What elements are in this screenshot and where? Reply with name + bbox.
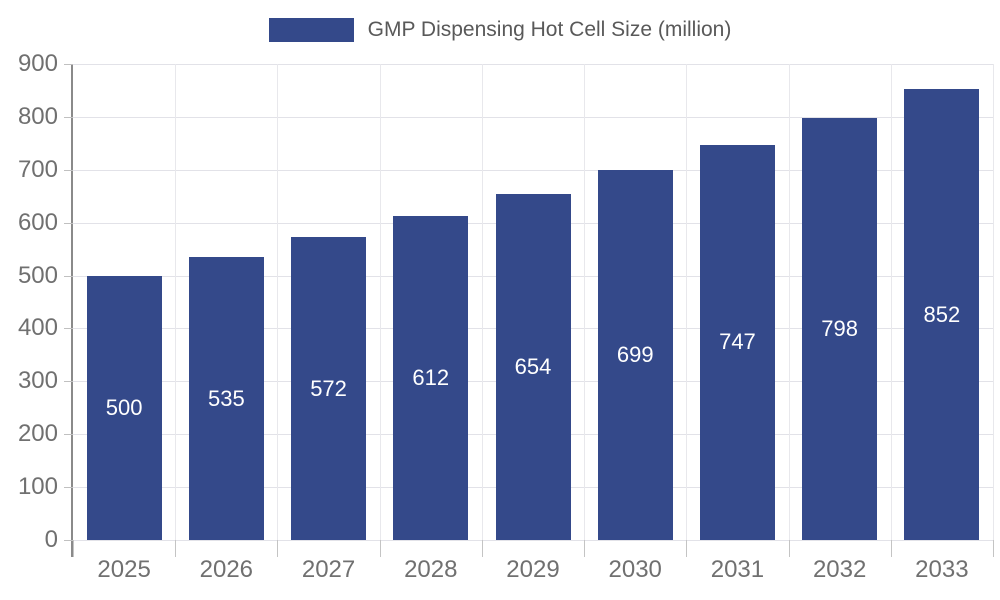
v-gridline bbox=[175, 64, 177, 540]
v-gridline bbox=[788, 64, 790, 540]
bar-2027[interactable]: 572 bbox=[291, 237, 367, 540]
bar-value-label: 612 bbox=[412, 365, 450, 391]
bar-2031[interactable]: 747 bbox=[699, 144, 775, 540]
v-gridline bbox=[890, 64, 892, 540]
y-tick-mark bbox=[64, 169, 73, 171]
x-tick-mark bbox=[788, 540, 790, 557]
h-gridline bbox=[73, 540, 993, 541]
x-tick-mark bbox=[890, 540, 892, 557]
y-tick-mark bbox=[64, 275, 73, 277]
x-tick-mark bbox=[277, 540, 279, 557]
y-tick-label: 400 bbox=[17, 314, 58, 342]
bar-2030[interactable]: 699 bbox=[597, 170, 673, 540]
v-gridline bbox=[277, 64, 279, 540]
bar-2033[interactable]: 852 bbox=[904, 89, 980, 540]
v-gridline bbox=[379, 64, 381, 540]
bar-2026[interactable]: 535 bbox=[188, 257, 264, 540]
x-tick-mark bbox=[584, 540, 586, 557]
x-tick-label: 2028 bbox=[404, 556, 458, 583]
bar-value-label: 699 bbox=[616, 342, 654, 368]
y-tick-label: 0 bbox=[44, 526, 58, 553]
y-axis-line bbox=[71, 64, 73, 557]
bar-value-label: 572 bbox=[310, 375, 347, 401]
x-tick-mark bbox=[993, 540, 994, 557]
y-tick-mark bbox=[64, 222, 73, 224]
y-tick-mark bbox=[64, 64, 73, 65]
v-gridline bbox=[993, 64, 994, 540]
x-tick-label: 2030 bbox=[608, 556, 662, 583]
y-tick-mark bbox=[64, 487, 73, 489]
bar-value-label: 535 bbox=[207, 385, 245, 411]
y-tick-mark bbox=[64, 328, 73, 330]
y-tick-label: 300 bbox=[17, 367, 58, 395]
y-tick-label: 800 bbox=[17, 102, 58, 130]
x-tick-label: 2033 bbox=[915, 556, 969, 583]
bar-value-label: 747 bbox=[719, 329, 756, 355]
v-gridline bbox=[481, 64, 483, 540]
legend[interactable]: GMP Dispensing Hot Cell Size (million) bbox=[0, 18, 1000, 42]
x-tick-mark bbox=[73, 540, 74, 557]
x-tick-label: 2026 bbox=[199, 556, 254, 583]
v-gridline bbox=[584, 64, 586, 540]
bar-value-label: 654 bbox=[514, 354, 552, 380]
bar-2029[interactable]: 654 bbox=[495, 194, 571, 540]
bar-value-label: 500 bbox=[105, 394, 143, 420]
y-tick-label: 500 bbox=[17, 261, 58, 289]
y-tick-mark bbox=[64, 540, 73, 541]
x-tick-mark bbox=[379, 540, 381, 557]
bar-2025[interactable]: 500 bbox=[86, 275, 162, 540]
bar-value-label: 798 bbox=[821, 315, 859, 341]
h-gridline bbox=[73, 169, 993, 171]
y-tick-mark bbox=[64, 381, 73, 383]
x-tick-label: 2031 bbox=[710, 556, 765, 583]
x-tick-mark bbox=[686, 540, 688, 557]
plot-area: 500 535 572 612 654 699 747 798 852 bbox=[64, 64, 994, 557]
y-tick-mark bbox=[64, 116, 73, 118]
y-tick-label: 600 bbox=[17, 208, 58, 236]
x-tick-label: 2032 bbox=[812, 556, 867, 583]
x-tick-label: 2025 bbox=[97, 556, 151, 583]
y-tick-label: 100 bbox=[17, 473, 58, 501]
x-tick-mark bbox=[175, 540, 177, 557]
legend-swatch bbox=[268, 18, 354, 42]
y-tick-label: 900 bbox=[17, 50, 58, 77]
x-tick-mark bbox=[481, 540, 483, 557]
h-gridline bbox=[73, 64, 993, 65]
x-tick-label: 2029 bbox=[506, 556, 560, 583]
y-tick-label: 700 bbox=[17, 155, 58, 183]
y-tick-label: 200 bbox=[17, 420, 58, 448]
v-gridline bbox=[686, 64, 688, 540]
bar-value-label: 852 bbox=[923, 301, 961, 327]
h-gridline bbox=[73, 116, 993, 118]
x-tick-label: 2027 bbox=[301, 556, 356, 583]
y-tick-mark bbox=[64, 434, 73, 436]
bar-2028[interactable]: 612 bbox=[393, 216, 469, 540]
chart-title: GMP Dispensing Hot Cell Size (million) bbox=[367, 18, 732, 41]
bar-2032[interactable]: 798 bbox=[802, 117, 878, 540]
